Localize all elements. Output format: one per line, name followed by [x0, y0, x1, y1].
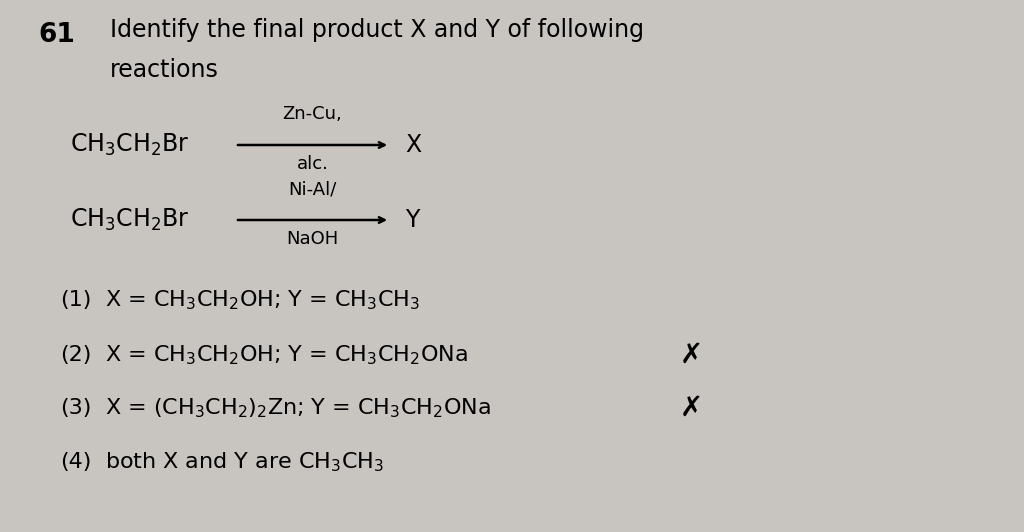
Text: both X and Y are CH$_3$CH$_3$: both X and Y are CH$_3$CH$_3$	[105, 450, 384, 474]
Text: alc.: alc.	[297, 155, 329, 173]
Text: X: X	[406, 133, 421, 157]
Text: X = CH$_3$CH$_2$OH; Y = CH$_3$CH$_2$ONa: X = CH$_3$CH$_2$OH; Y = CH$_3$CH$_2$ONa	[105, 343, 468, 367]
Text: Identify the final product X and Y of following: Identify the final product X and Y of fo…	[110, 18, 644, 42]
Text: (4): (4)	[60, 452, 91, 472]
Text: NaOH: NaOH	[287, 230, 339, 248]
Text: Zn-Cu,: Zn-Cu,	[283, 105, 342, 123]
Text: Y: Y	[406, 208, 420, 232]
Text: 61: 61	[38, 22, 75, 48]
Text: X = (CH$_3$CH$_2$)$_2$Zn; Y = CH$_3$CH$_2$ONa: X = (CH$_3$CH$_2$)$_2$Zn; Y = CH$_3$CH$_…	[105, 396, 492, 420]
Text: Ni-Al/: Ni-Al/	[289, 180, 337, 198]
Text: reactions: reactions	[110, 58, 219, 82]
Text: (3): (3)	[60, 398, 91, 418]
Text: (1): (1)	[60, 290, 91, 310]
Text: ✗: ✗	[680, 394, 703, 422]
Text: CH$_3$CH$_2$Br: CH$_3$CH$_2$Br	[70, 207, 189, 233]
Text: CH$_3$CH$_2$Br: CH$_3$CH$_2$Br	[70, 132, 189, 158]
Text: ✗: ✗	[680, 341, 703, 369]
Text: X = CH$_3$CH$_2$OH; Y = CH$_3$CH$_3$: X = CH$_3$CH$_2$OH; Y = CH$_3$CH$_3$	[105, 288, 420, 312]
Text: (2): (2)	[60, 345, 91, 365]
